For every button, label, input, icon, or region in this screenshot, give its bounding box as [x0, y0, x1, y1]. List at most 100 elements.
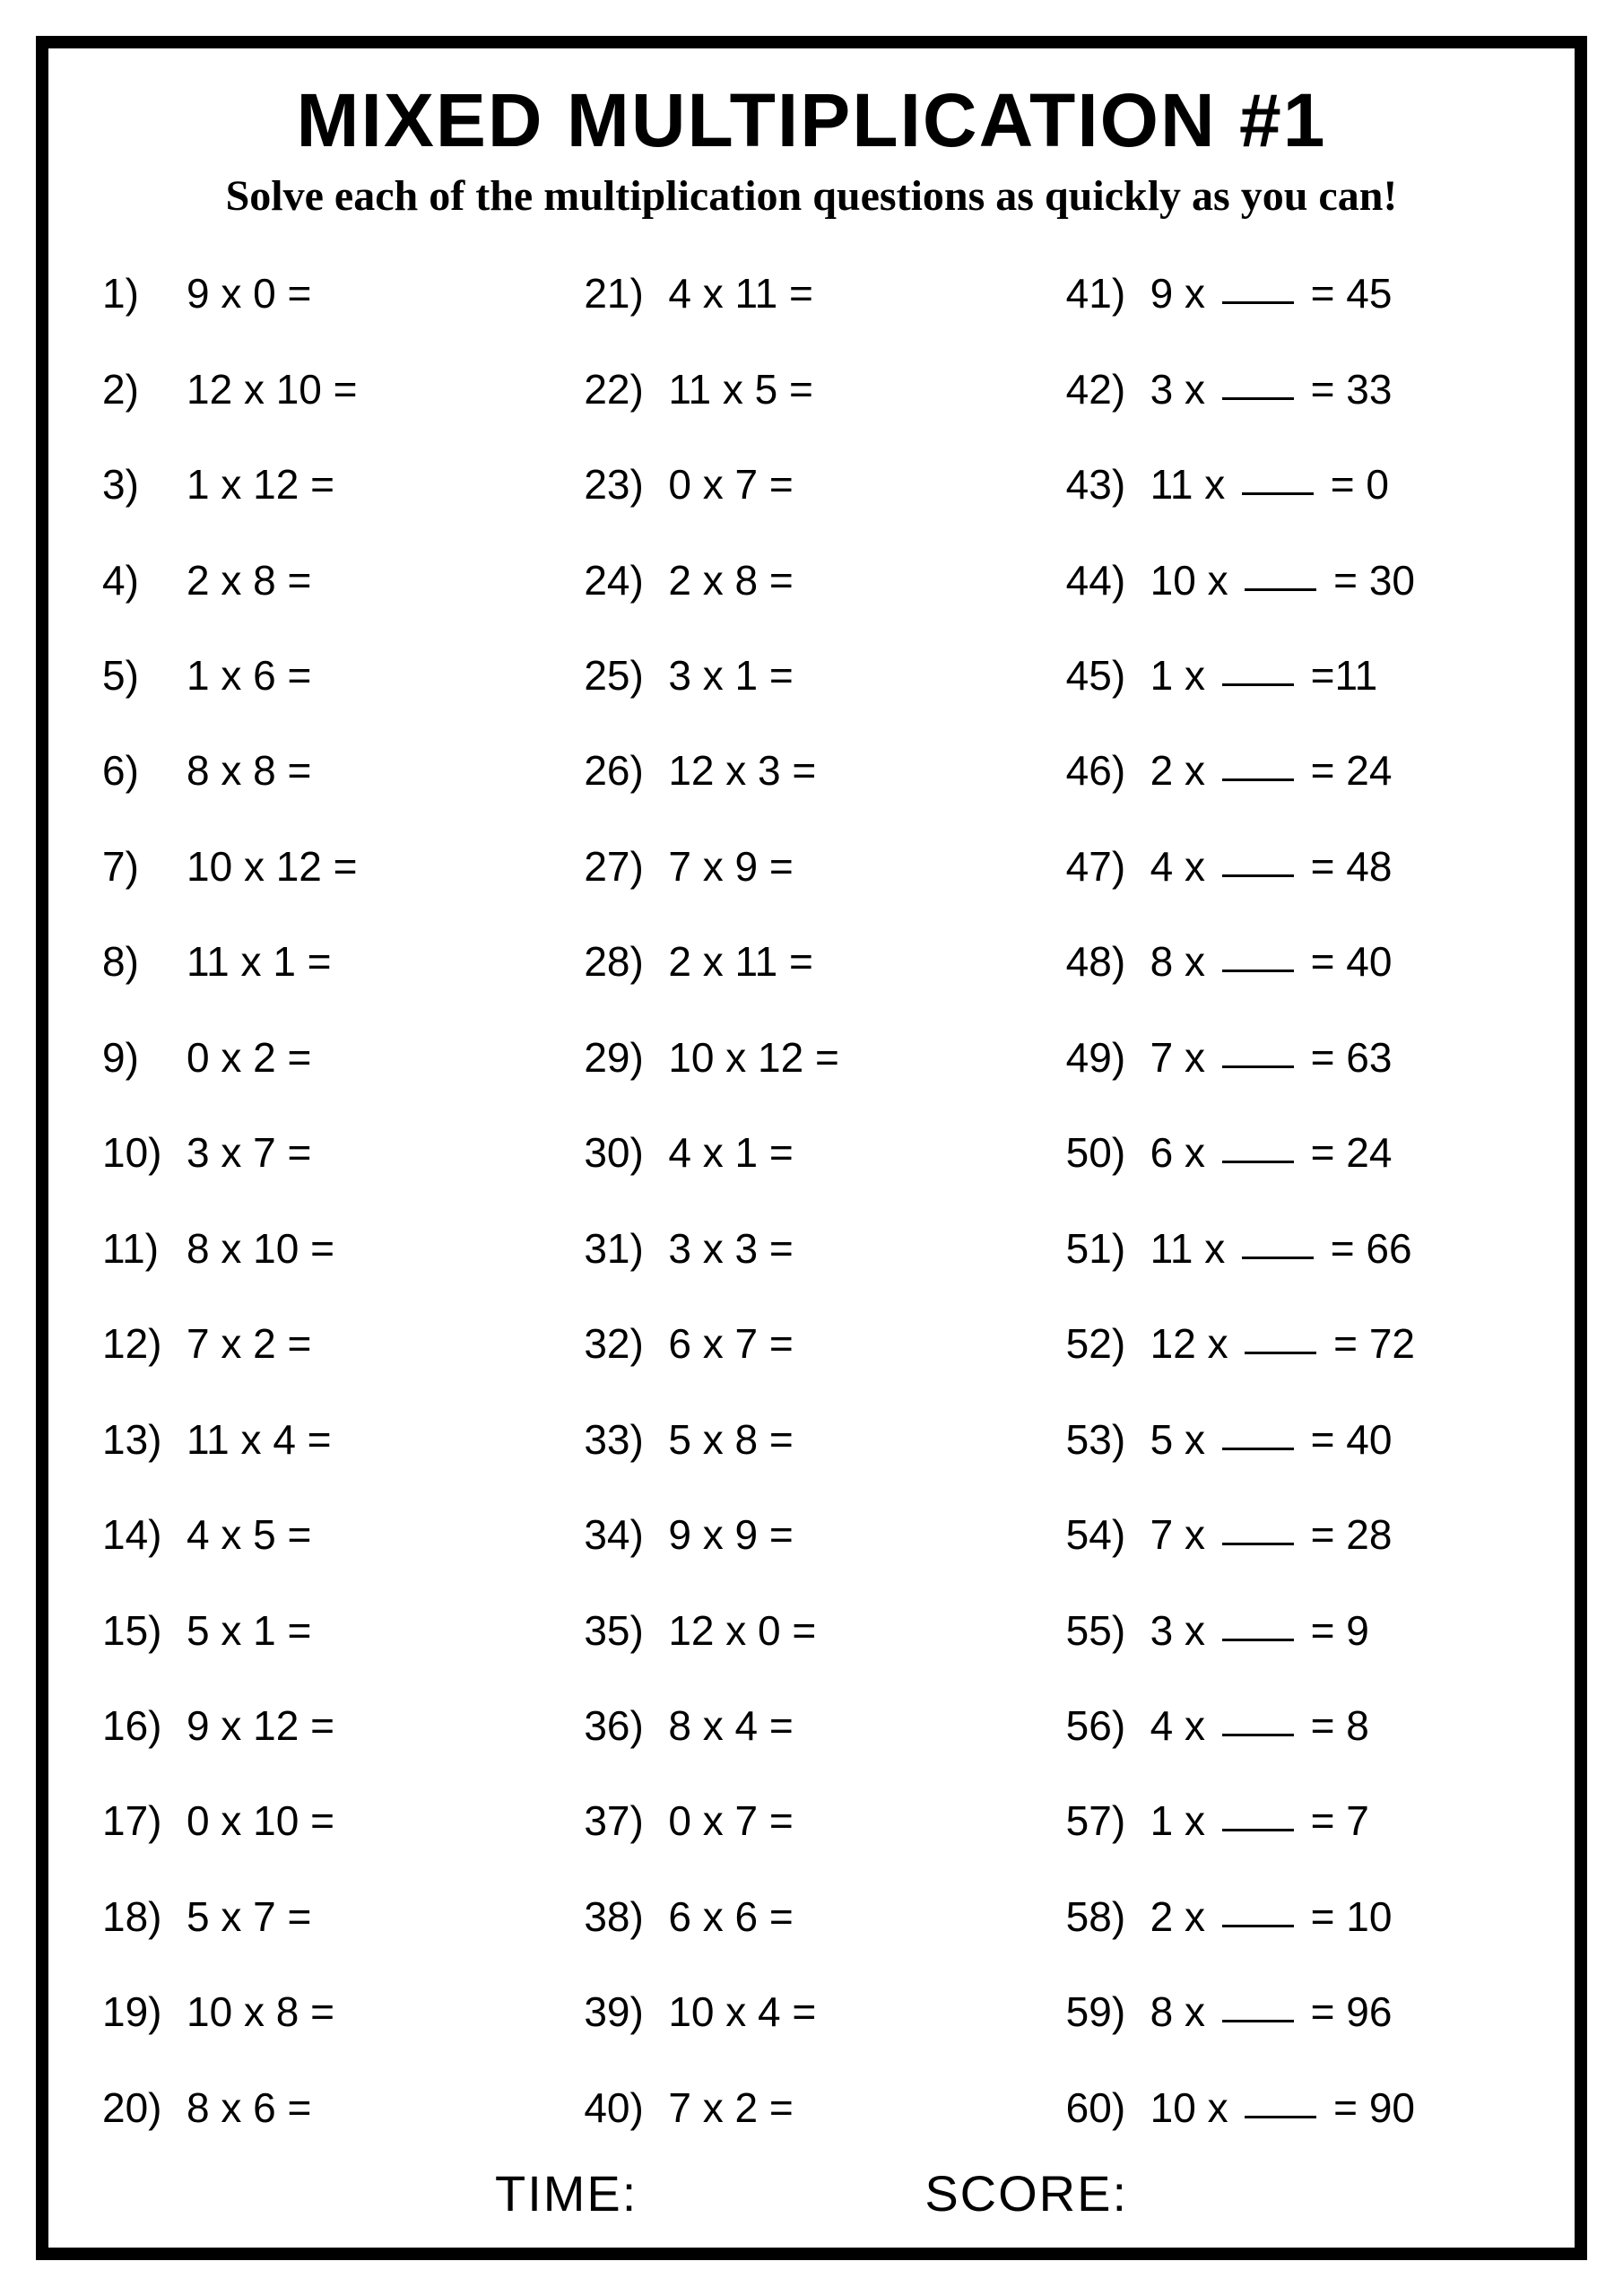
problem-row: 14)4 x 5 = [102, 1487, 557, 1582]
problem-row: 11)8 x 10 = [102, 1200, 557, 1295]
problem-number: 20) [102, 2087, 183, 2128]
problem-expression: 7 x = 28 [1150, 1514, 1393, 1555]
problem-number: 7) [102, 846, 183, 887]
problem-row: 56)4 x = 8 [1066, 1678, 1521, 1773]
problem-number: 59) [1066, 1991, 1147, 2032]
answer-blank[interactable] [1222, 372, 1294, 400]
answer-blank[interactable] [1222, 658, 1294, 686]
problem-row: 16)9 x 12 = [102, 1678, 557, 1773]
problem-row: 28)2 x 11 = [584, 914, 1038, 1009]
problem-number: 52) [1066, 1323, 1147, 1364]
problem-expression: 2 x = 24 [1150, 750, 1393, 791]
problem-number: 10) [102, 1132, 183, 1173]
problem-number: 56) [1066, 1705, 1147, 1746]
answer-blank[interactable] [1222, 1040, 1294, 1068]
problem-expression: 9 x = 45 [1150, 273, 1393, 314]
problem-expression: 1 x 6 = [187, 655, 311, 696]
problem-expression: 7 x 2 = [668, 2087, 793, 2128]
problem-number: 3) [102, 464, 183, 505]
problem-row: 18)5 x 7 = [102, 1869, 557, 1964]
problem-number: 41) [1066, 273, 1147, 314]
problem-number: 43) [1066, 464, 1147, 505]
problem-row: 44)10 x = 30 [1066, 532, 1521, 627]
problem-number: 5) [102, 655, 183, 696]
answer-blank[interactable] [1222, 1805, 1294, 1832]
problem-expression: 4 x = 48 [1150, 846, 1393, 887]
problem-row: 58)2 x = 10 [1066, 1869, 1521, 1964]
answer-blank[interactable] [1222, 277, 1294, 305]
problem-row: 42)3 x = 33 [1066, 341, 1521, 436]
problem-row: 21)4 x 11 = [584, 246, 1038, 341]
problem-expression: 8 x 4 = [668, 1705, 793, 1746]
answer-blank[interactable] [1222, 1136, 1294, 1164]
problem-number: 23) [584, 464, 664, 505]
problem-expression: 0 x 10 = [187, 1800, 334, 1841]
problem-expression: 0 x 2 = [187, 1037, 311, 1078]
problem-row: 25)3 x 1 = [584, 628, 1038, 723]
problem-row: 36)8 x 4 = [584, 1678, 1038, 1773]
problem-number: 18) [102, 1896, 183, 1937]
answer-blank[interactable] [1245, 563, 1316, 591]
problem-row: 26)12 x 3 = [584, 723, 1038, 818]
problem-expression: 2 x 8 = [668, 560, 793, 601]
answer-blank[interactable] [1222, 1709, 1294, 1736]
answer-blank[interactable] [1242, 468, 1314, 496]
problem-number: 53) [1066, 1419, 1147, 1460]
problem-expression: 4 x 1 = [668, 1132, 793, 1173]
problem-number: 31) [584, 1228, 664, 1269]
problem-row: 2)12 x 10 = [102, 341, 557, 436]
problem-number: 40) [584, 2087, 664, 2128]
problem-expression: 10 x 4 = [668, 1991, 816, 2032]
problem-expression: 5 x 8 = [668, 1419, 793, 1460]
problem-number: 39) [584, 1991, 664, 2032]
problem-row: 54)7 x = 28 [1066, 1487, 1521, 1582]
problem-expression: 1 x =11 [1150, 655, 1378, 696]
problem-row: 27)7 x 9 = [584, 819, 1038, 914]
problem-expression: 3 x 7 = [187, 1132, 311, 1173]
answer-blank[interactable] [1222, 1996, 1294, 2023]
problem-expression: 11 x = 0 [1150, 464, 1389, 505]
problem-expression: 11 x 5 = [668, 369, 813, 410]
problem-number: 24) [584, 560, 664, 601]
worksheet-page: MIXED MULTIPLICATION #1 Solve each of th… [0, 0, 1623, 2296]
problem-row: 22)11 x 5 = [584, 341, 1038, 436]
answer-blank[interactable] [1222, 945, 1294, 973]
problem-number: 14) [102, 1514, 183, 1555]
problem-number: 55) [1066, 1610, 1147, 1651]
answer-blank[interactable] [1245, 1327, 1316, 1355]
problem-expression: 9 x 9 = [668, 1514, 793, 1555]
problem-number: 37) [584, 1800, 664, 1841]
problem-number: 27) [584, 846, 664, 887]
problem-expression: 8 x = 40 [1150, 941, 1393, 982]
answer-blank[interactable] [1222, 1900, 1294, 1927]
problem-row: 59)8 x = 96 [1066, 1964, 1521, 2059]
problem-expression: 12 x 0 = [668, 1610, 816, 1651]
answer-blank[interactable] [1222, 1518, 1294, 1545]
answer-blank[interactable] [1222, 754, 1294, 782]
problem-row: 51)11 x = 66 [1066, 1200, 1521, 1295]
problem-row: 13)11 x 4 = [102, 1391, 557, 1486]
problem-number: 44) [1066, 560, 1147, 601]
problem-number: 51) [1066, 1228, 1147, 1269]
problem-expression: 11 x 4 = [187, 1419, 332, 1460]
problem-expression: 10 x = 90 [1150, 2087, 1415, 2128]
problem-expression: 9 x 12 = [187, 1705, 334, 1746]
problem-expression: 1 x 12 = [187, 464, 334, 505]
answer-blank[interactable] [1245, 2091, 1316, 2118]
answer-blank[interactable] [1242, 1231, 1314, 1259]
problem-row: 19)10 x 8 = [102, 1964, 557, 2059]
problem-expression: 8 x = 96 [1150, 1991, 1393, 2032]
problem-expression: 7 x 9 = [668, 846, 793, 887]
problem-expression: 2 x 11 = [668, 941, 813, 982]
problem-expression: 3 x 3 = [668, 1228, 793, 1269]
answer-blank[interactable] [1222, 1613, 1294, 1641]
answer-blank[interactable] [1222, 849, 1294, 877]
problem-row: 31)3 x 3 = [584, 1200, 1038, 1295]
answer-blank[interactable] [1222, 1422, 1294, 1450]
problem-expression: 1 x = 7 [1150, 1800, 1369, 1841]
worksheet-frame: MIXED MULTIPLICATION #1 Solve each of th… [36, 36, 1587, 2260]
time-label: TIME: [495, 2164, 638, 2222]
problem-row: 32)6 x 7 = [584, 1296, 1038, 1391]
problem-expression: 6 x = 24 [1150, 1132, 1393, 1173]
problem-number: 11) [102, 1228, 183, 1269]
